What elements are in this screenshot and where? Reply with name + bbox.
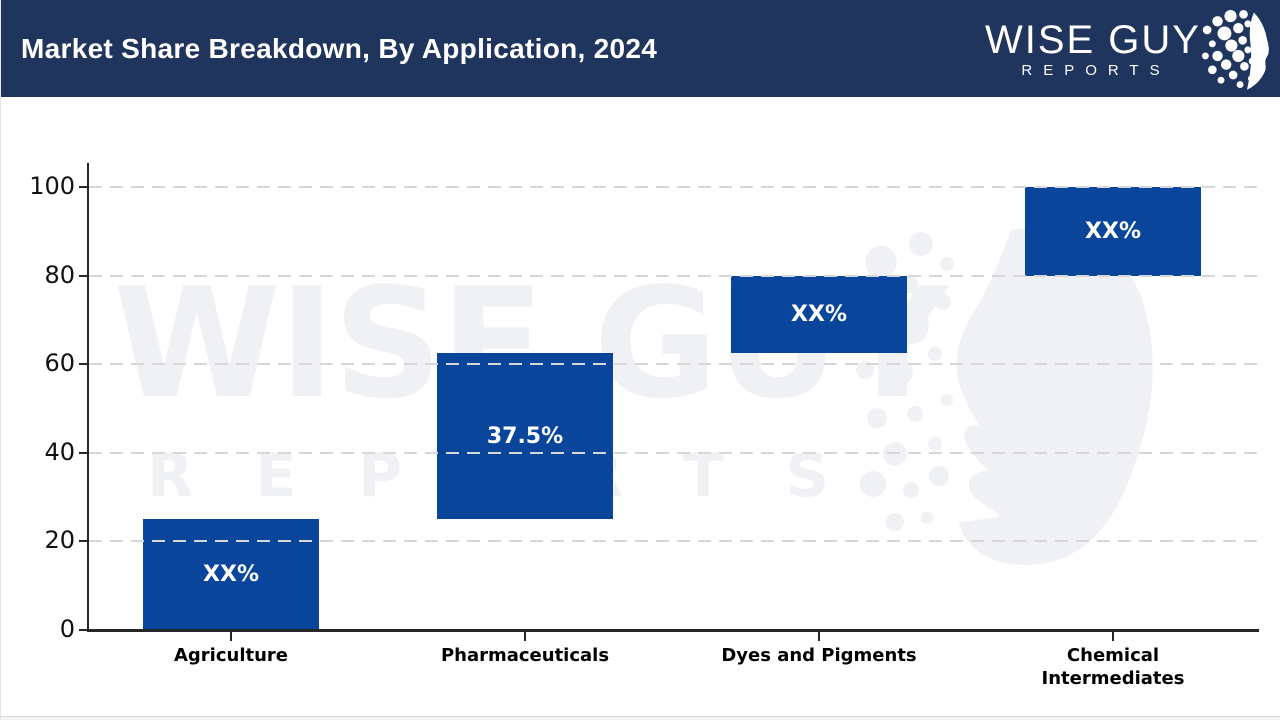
y-tick-label: 40 [44,437,75,466]
y-tick-label: 20 [44,526,75,555]
y-axis-tick [79,629,88,631]
x-category-label: Dyes and Pigments [721,645,917,666]
header: Market Share Breakdown, By Application, … [1,0,1280,97]
bar-chemical-intermediates: XX% [1025,187,1201,276]
y-axis-line [87,163,89,632]
bar-value-label: XX% [203,562,259,588]
gridline [89,363,1259,366]
logo-head-icon [1201,9,1269,90]
y-tick-label: 60 [44,349,75,378]
bottom-border [1,716,1280,717]
x-axis-tick [524,632,526,641]
y-axis-tick [79,274,88,277]
y-tick-label: 80 [44,260,75,289]
x-axis-line [87,629,1259,632]
logo-subtitle: REPORTS [1021,61,1171,79]
y-axis-tick [79,363,88,366]
bottom-margin [1,717,1280,720]
page-title: Market Share Breakdown, By Application, … [21,32,658,64]
y-tick-label: 0 [59,615,75,643]
gridline [89,274,1259,277]
x-axis-tick [230,632,232,641]
y-tick-label: 100 [29,172,75,200]
bar-agriculture: XX% [143,519,319,630]
x-axis-tick [818,632,820,641]
gridline [89,451,1259,454]
brand-logo-text: WISE GUY REPORTS [985,20,1201,78]
y-axis-tick [79,186,88,188]
bar-value-label: XX% [1085,218,1141,244]
bar-value-label: 37.5% [486,423,564,449]
bar-pharmaceuticals: 37.5% [437,353,613,520]
x-category-label: Agriculture [173,645,289,666]
bar-value-label: XX% [791,301,847,327]
y-axis-tick [79,540,88,543]
brand-logo: WISE GUY REPORTS [985,3,1273,95]
bar-dyes-and-pigments: XX% [731,275,907,354]
x-category-label: Chemical Intermediates [1041,645,1185,689]
gridline [89,186,1259,188]
y-axis-tick [79,451,88,454]
x-category-label: Pharmaceuticals [440,645,610,666]
logo-wordmark: WISE GUY [984,17,1201,62]
gridline [89,540,1259,543]
x-axis-tick [1112,632,1114,641]
